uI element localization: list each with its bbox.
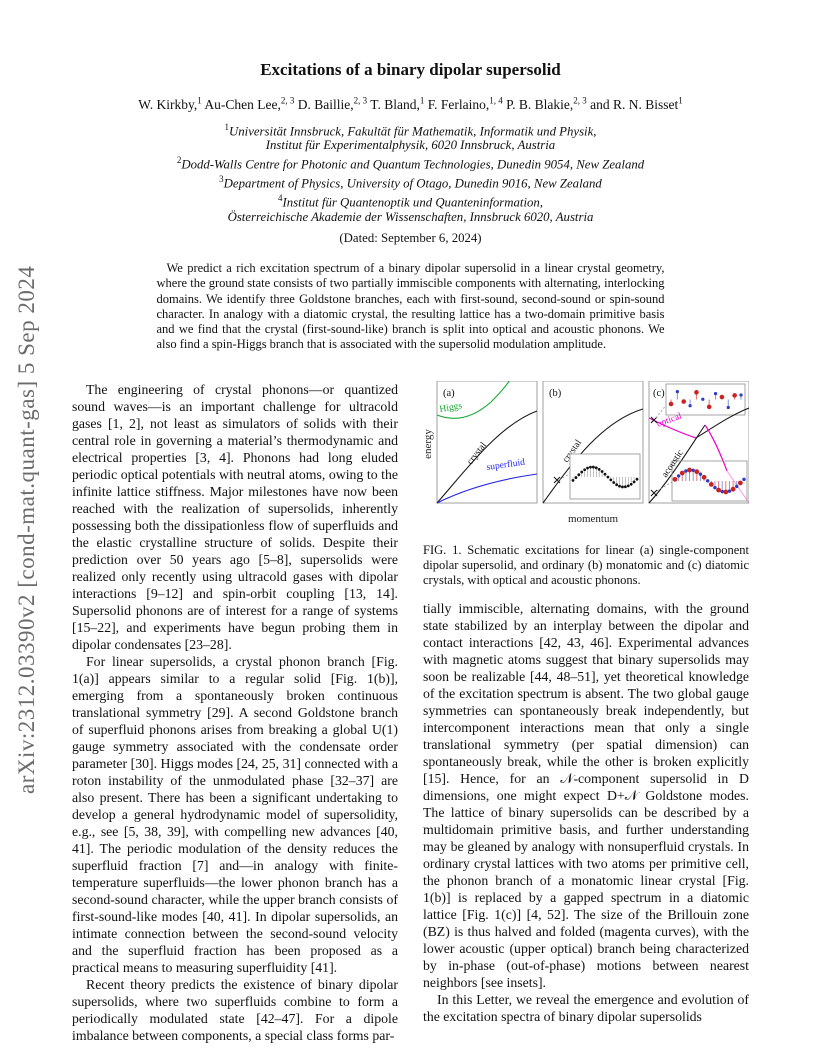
upper-black-curve bbox=[695, 407, 750, 439]
paper-title: Excitations of a binary dipolar supersol… bbox=[260, 60, 561, 79]
paragraph: Recent theory predicts the existence of … bbox=[72, 977, 398, 1044]
affiliation-line: Österreichische Akademie der Wissenschaf… bbox=[227, 209, 594, 224]
figure-1-plot: energy (a) Higgs crystal superfluid bbox=[422, 380, 750, 525]
arxiv-watermark: arXiv:2312.03390v2 [cond-mat.quant-gas] … bbox=[14, 265, 39, 795]
acoustic-curve bbox=[648, 425, 706, 504]
author: T. Bland,1 bbox=[367, 95, 425, 112]
affiliations: 1Universität Innsbruck, Fakultät für Mat… bbox=[72, 120, 749, 225]
superfluid-label: superfluid bbox=[486, 457, 526, 473]
figure-xlabel: momentum bbox=[568, 513, 619, 525]
author: D. Baillie,2, 3 bbox=[294, 95, 368, 112]
acoustic-marker-x bbox=[650, 489, 658, 497]
panel-b-label: (b) bbox=[549, 388, 562, 399]
right-column: energy (a) Higgs crystal superfluid bbox=[422, 380, 750, 1044]
author: and R. N. Bisset1 bbox=[586, 95, 683, 112]
author: P. B. Blakie,2, 3 bbox=[502, 95, 587, 112]
paragraph: In this Letter, we reveal the emergence … bbox=[423, 992, 749, 1025]
panel-b: (b) crystal bbox=[542, 380, 644, 504]
higgs-curve bbox=[436, 380, 511, 420]
monatomic-wave-dots bbox=[571, 466, 639, 489]
author: W. Kirkby,1 bbox=[138, 95, 202, 112]
affiliation-line: 4Institut für Quantenoptik und Quantenin… bbox=[277, 192, 544, 209]
higgs-label: Higgs bbox=[439, 401, 463, 415]
abstract-text: We predict a rich excitation spectrum of… bbox=[156, 261, 665, 352]
acoustic-wave-dots bbox=[672, 467, 746, 495]
figure-ylabel: energy bbox=[423, 429, 434, 459]
affiliation-line: Institut für Experimentalphysik, 6020 In… bbox=[265, 138, 556, 153]
paper-content: Excitations of a binary dipolar supersol… bbox=[72, 0, 750, 1044]
affiliation-line: 2Dodd-Walls Centre for Photonic and Quan… bbox=[176, 154, 645, 172]
left-column: The engineering of crystal phonons—or qu… bbox=[72, 381, 398, 1044]
superfluid-curve bbox=[436, 473, 538, 504]
panel-c: (c) optical acoustic bbox=[648, 380, 750, 504]
optical-curve bbox=[648, 417, 697, 439]
panel-a-label: (a) bbox=[443, 388, 455, 399]
abstract: We predict a rich excitation spectrum of… bbox=[157, 261, 665, 352]
crystal-curve bbox=[436, 410, 538, 504]
author: Au-Chen Lee,2, 3 bbox=[201, 95, 295, 112]
folded-magenta-curve bbox=[704, 425, 728, 472]
author-line: W. Kirkby,1 Au-Chen Lee,2, 3 D. Baillie,… bbox=[72, 95, 749, 113]
mode-marker-x bbox=[553, 476, 561, 484]
panel-c-label: (c) bbox=[653, 388, 665, 399]
paragraph: For linear supersolids, a crystal phonon… bbox=[72, 654, 398, 976]
crystal-curve-b bbox=[542, 408, 644, 504]
author: F. Ferlaino,1, 4 bbox=[424, 95, 503, 112]
paragraph: The engineering of crystal phonons—or qu… bbox=[72, 382, 398, 653]
figure-1: energy (a) Higgs crystal superfluid bbox=[422, 380, 750, 533]
right-column-text: tially immiscible, alternating domains, … bbox=[423, 600, 749, 1025]
paragraph: tially immiscible, alternating domains, … bbox=[423, 601, 749, 991]
affiliation-line: 1Universität Innsbruck, Fakultät für Mat… bbox=[224, 121, 597, 138]
panel-a: (a) Higgs crystal superfluid bbox=[436, 380, 538, 504]
two-column-body: The engineering of crystal phonons—or qu… bbox=[72, 380, 750, 1044]
date-line: (Dated: September 6, 2024) bbox=[339, 231, 482, 246]
optical-inset bbox=[665, 383, 746, 416]
affiliation-line: 3Department of Physics, University of Ot… bbox=[219, 173, 602, 191]
acoustic-inset bbox=[671, 460, 748, 502]
figure-1-caption: FIG. 1. Schematic excitations for linear… bbox=[423, 543, 749, 588]
optical-wave-dots bbox=[668, 390, 743, 410]
